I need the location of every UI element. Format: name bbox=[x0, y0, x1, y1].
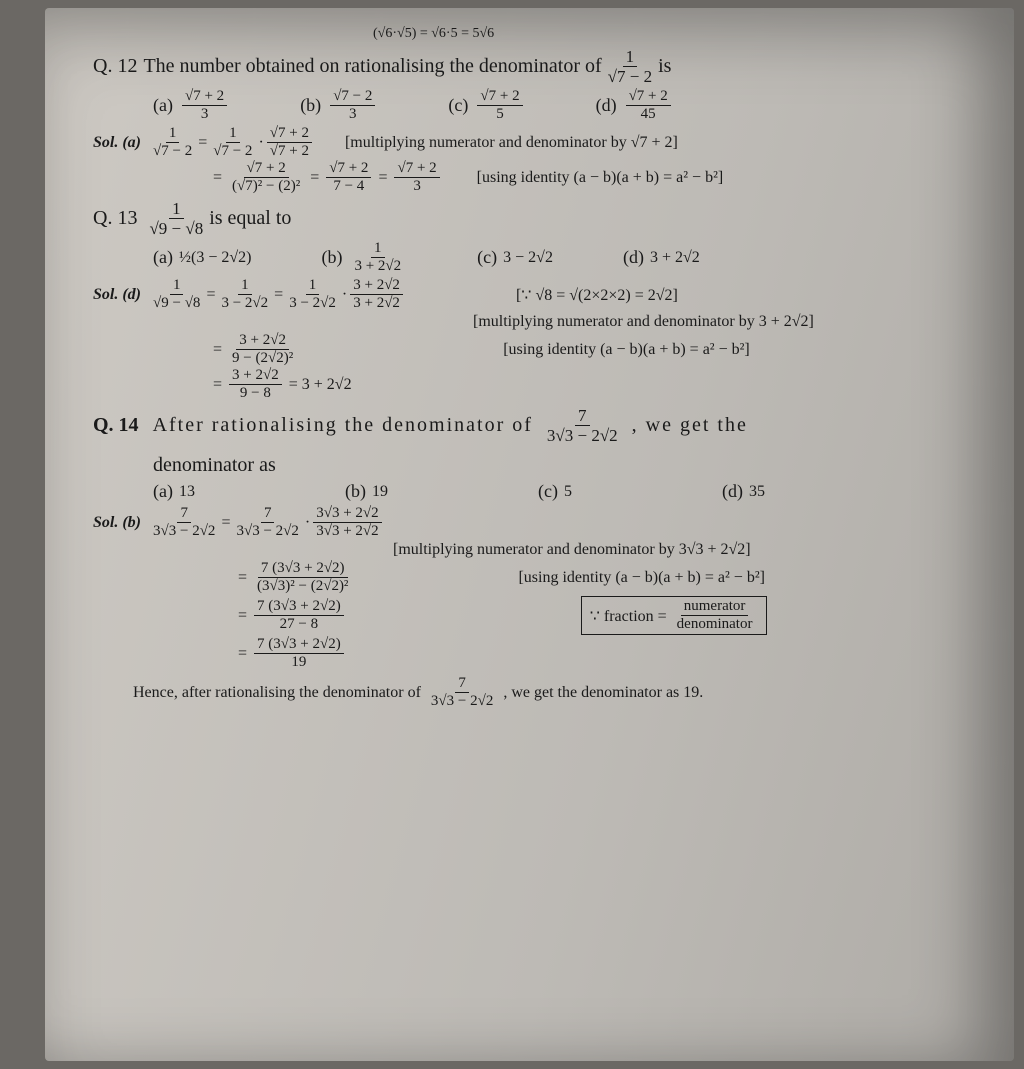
q13-sol-lbl: Sol. (d) bbox=[93, 286, 141, 304]
q14-sol-line4: = 7 (3√3 + 2√2)19 bbox=[238, 637, 966, 670]
q14-opt-c: (c)5 bbox=[538, 481, 572, 502]
q13-opt-c: (c)3 − 2√2 bbox=[477, 241, 553, 274]
q14-note2: [using identity (a − b)(a + b) = a² − b²… bbox=[518, 569, 765, 587]
q14-aside-box: ∵ fraction = numeratordenominator bbox=[581, 596, 768, 635]
q14-opt-d: (d)35 bbox=[722, 481, 765, 502]
q12-note1: [multiplying numerator and denominator b… bbox=[345, 134, 678, 152]
q13-note2: [using identity (a − b)(a + b) = a² − b²… bbox=[503, 341, 750, 359]
q14-sol-lbl: Sol. (b) bbox=[93, 514, 141, 532]
q13-opt-b: (b) 13 + 2√2 bbox=[321, 241, 407, 274]
q12-opt-c: (c) √7 + 25 bbox=[448, 89, 525, 122]
q13-label: Q. 13 bbox=[93, 207, 137, 230]
q12-opt-d: (d) √7 + 245 bbox=[596, 89, 674, 122]
q13-sol-line1: Sol. (d) 1√9 − √8 = 13 − 2√2 = 13 − 2√2 … bbox=[93, 278, 966, 311]
q12-text-pre: The number obtained on rationalising the… bbox=[143, 55, 601, 78]
top-scribble: (√6·√5) = √6·5 = 5√6 bbox=[373, 26, 966, 42]
q14-options: (a)13 (b)19 (c)5 (d)35 bbox=[153, 481, 966, 502]
q14-hence: Hence, after rationalising the denominat… bbox=[133, 676, 966, 709]
q14-sol-line3: = 7 (3√3 + 2√2)27 − 8 ∵ fraction = numer… bbox=[238, 596, 966, 635]
q14-opt-b: (b)19 bbox=[345, 481, 388, 502]
page: (√6·√5) = √6·5 = 5√6 Q. 12 The number ob… bbox=[45, 8, 1014, 1061]
q14-opt-a: (a)13 bbox=[153, 481, 195, 502]
q14-stem: Q. 14 After rationalising the denominato… bbox=[93, 407, 966, 444]
q12-sol-line2: = √7 + 2(√7)² − (2)² = √7 + 27 − 4 = √7 … bbox=[213, 161, 966, 194]
q14-sol-line1: Sol. (b) 73√3 − 2√2 = 73√3 − 2√2 · 3√3 +… bbox=[93, 506, 966, 539]
q12-options: (a) √7 + 23 (b) √7 − 23 (c) √7 + 25 (d) … bbox=[153, 89, 966, 122]
q14-pre: After rationalising the denominator of bbox=[153, 414, 533, 437]
q12-opt-b: (b) √7 − 23 bbox=[300, 89, 378, 122]
q12-text-post: is bbox=[658, 55, 671, 78]
q12-sol-lbl: Sol. (a) bbox=[93, 134, 141, 152]
q13-opt-d: (d)3 + 2√2 bbox=[623, 241, 700, 274]
q13-note1: [multiplying numerator and denominator b… bbox=[473, 313, 966, 331]
q13-post: is equal to bbox=[209, 207, 291, 230]
q14-line2: denominator as bbox=[153, 454, 966, 477]
q14-mid: , we get the bbox=[632, 414, 748, 437]
q12-note2: [using identity (a − b)(a + b) = a² − b²… bbox=[477, 169, 724, 187]
q12-stem: Q. 12 The number obtained on rationalisi… bbox=[93, 48, 966, 85]
q13-aside: [∵ √8 = √(2×2×2) = 2√2] bbox=[516, 285, 678, 305]
q13-sol-line3: = 3 + 2√29 − 8 = 3 + 2√2 bbox=[213, 368, 966, 401]
q14-note1: [multiplying numerator and denominator b… bbox=[393, 541, 966, 559]
q14-sol-line2: = 7 (3√3 + 2√2)(3√3)² − (2√2)² [using id… bbox=[238, 561, 966, 594]
q12-opt-a: (a) √7 + 23 bbox=[153, 89, 230, 122]
q12-label: Q. 12 bbox=[93, 55, 137, 78]
q13-opt-a: (a)½(3 − 2√2) bbox=[153, 241, 251, 274]
q13-sol-line2: = 3 + 2√29 − (2√2)² [using identity (a −… bbox=[213, 333, 966, 366]
q14-label: Q. 14 bbox=[93, 414, 139, 437]
q12-expr: 1 √7 − 2 bbox=[605, 48, 655, 85]
q13-stem: Q. 13 1√9 − √8 is equal to bbox=[93, 200, 966, 237]
q12-sol-line1: Sol. (a) 1√7 − 2 = 1√7 − 2 · √7 + 2√7 + … bbox=[93, 126, 966, 159]
q13-options: (a)½(3 − 2√2) (b) 13 + 2√2 (c)3 − 2√2 (d… bbox=[153, 241, 966, 274]
